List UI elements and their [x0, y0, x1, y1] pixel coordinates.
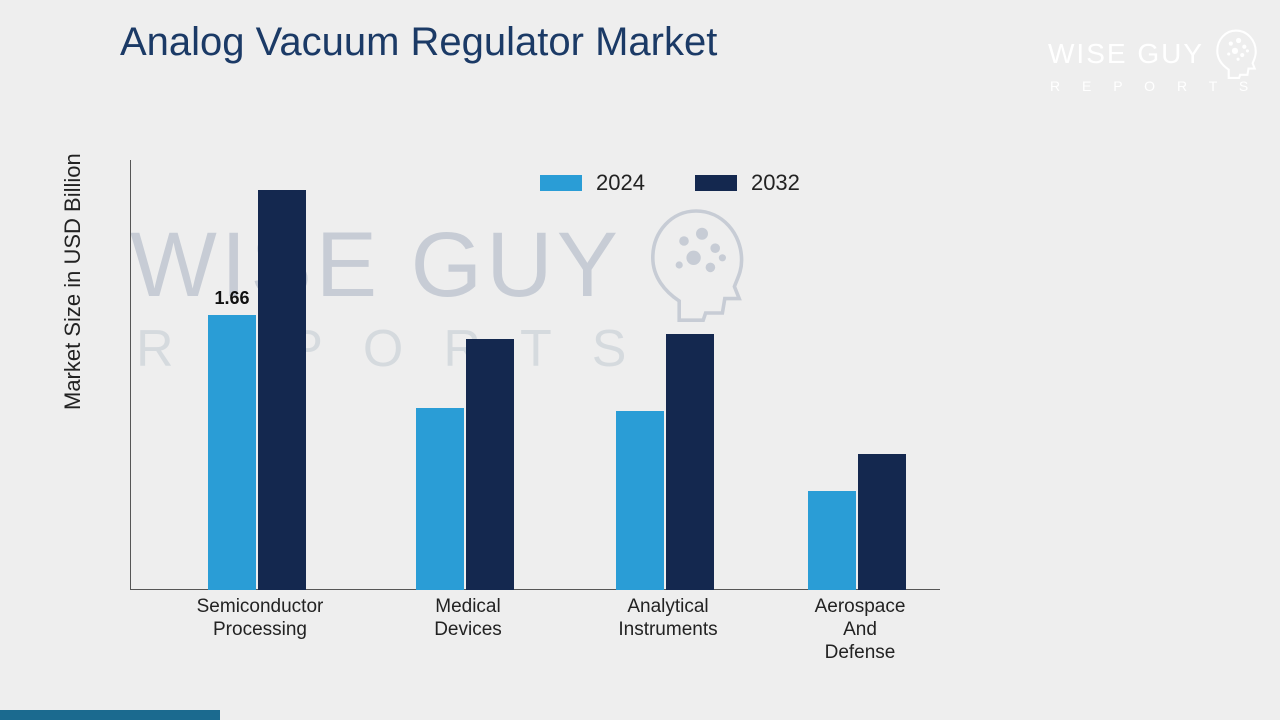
brand-logo: WISE GUY R E P O R T S [1048, 28, 1262, 94]
chart-area: Market Size in USD Billion Semiconductor… [60, 160, 940, 660]
bar-2032 [858, 454, 906, 590]
brand-line2: R E P O R T S [1050, 78, 1262, 94]
plot-area: SemiconductorProcessing1.66MedicalDevice… [130, 160, 940, 590]
bar-2024 [416, 408, 464, 590]
y-axis-line [130, 160, 131, 590]
category-label: MedicalDevices [378, 596, 558, 642]
brand-line1: WISE GUY [1048, 38, 1204, 70]
category-label: SemiconductorProcessing [170, 596, 350, 642]
bar-2024 [616, 411, 664, 590]
chart-title: Analog Vacuum Regulator Market [120, 20, 717, 65]
category-label: AerospaceAndDefense [770, 596, 950, 664]
bar-2024 [808, 491, 856, 590]
footer-accent-strip [0, 710, 220, 720]
category-label: AnalyticalInstruments [578, 596, 758, 642]
bar-2032 [666, 334, 714, 590]
brand-head-icon [1210, 28, 1262, 80]
bar-value-label: 1.66 [214, 288, 249, 309]
bar-2032 [258, 190, 306, 590]
y-axis-label: Market Size in USD Billion [60, 153, 86, 410]
bar-2024 [208, 315, 256, 590]
bar-2032 [466, 339, 514, 590]
stage: WISE GUY REPORTS Analog Vacuum Regulator… [0, 0, 1280, 720]
